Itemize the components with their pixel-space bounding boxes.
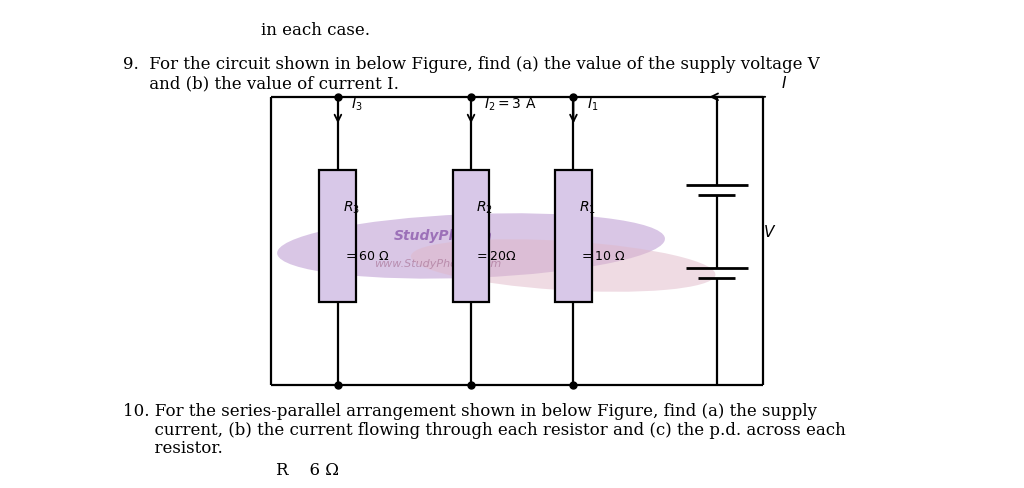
Bar xyxy=(555,171,592,303)
Text: www.StudyPhobia.com: www.StudyPhobia.com xyxy=(374,258,501,268)
Ellipse shape xyxy=(411,240,716,292)
Bar xyxy=(453,171,489,303)
Text: 10. For the series-parallel arrangement shown in below Figure, find (a) the supp: 10. For the series-parallel arrangement … xyxy=(123,403,817,420)
Text: $= 60\ \Omega$: $= 60\ \Omega$ xyxy=(343,250,389,263)
Text: $R_2$: $R_2$ xyxy=(476,199,493,216)
Text: $R_1$: $R_1$ xyxy=(579,199,595,216)
Text: in each case.: in each case. xyxy=(261,22,370,39)
Text: $I_3$: $I_3$ xyxy=(351,97,362,113)
Bar xyxy=(319,171,356,303)
Text: and (b) the value of current I.: and (b) the value of current I. xyxy=(123,76,398,93)
Text: 9.  For the circuit shown in below Figure, find (a) the value of the supply volt: 9. For the circuit shown in below Figure… xyxy=(123,56,819,73)
Text: R    6 Ω: R 6 Ω xyxy=(276,461,340,478)
Text: resistor.: resistor. xyxy=(123,439,222,456)
Text: $I$: $I$ xyxy=(781,75,787,91)
Ellipse shape xyxy=(278,214,665,279)
Text: StudyPhobia: StudyPhobia xyxy=(394,228,494,242)
Text: $= 10\ \Omega$: $= 10\ \Omega$ xyxy=(579,250,625,263)
Text: $V$: $V$ xyxy=(763,224,776,240)
Text: $I_1$: $I_1$ xyxy=(587,97,598,113)
Text: current, (b) the current flowing through each resistor and (c) the p.d. across e: current, (b) the current flowing through… xyxy=(123,421,846,438)
Text: $= 20\Omega$: $= 20\Omega$ xyxy=(474,250,516,263)
Text: $I_2 = 3\ \mathrm{A}$: $I_2 = 3\ \mathrm{A}$ xyxy=(484,97,537,113)
Text: $R_3$: $R_3$ xyxy=(343,199,360,216)
